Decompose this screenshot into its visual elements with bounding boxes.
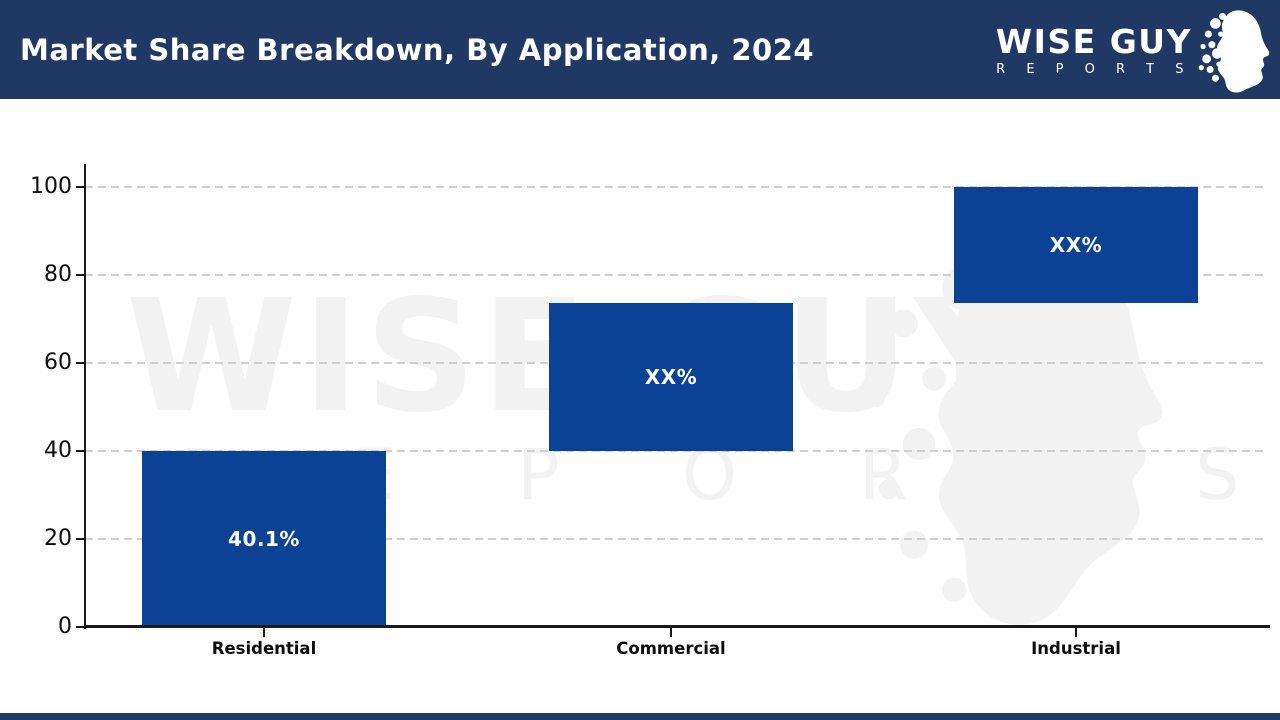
bar-industrial: XX% (954, 187, 1198, 303)
y-tick-mark-40 (76, 450, 85, 452)
bar-residential: 40.1% (142, 451, 386, 627)
x-axis-label-residential: Residential (211, 639, 317, 658)
x-axis-line (84, 625, 1270, 628)
x-tick-mark-industrial (1075, 628, 1077, 637)
header-bar: Market Share Breakdown, By Application, … (0, 0, 1280, 99)
y-tick-label-20: 20 (44, 526, 72, 551)
gridline-80 (85, 274, 1268, 276)
brand-text: WISE GUY R E P O R T S (995, 21, 1192, 77)
gridline-100 (85, 186, 1268, 188)
y-tick-label-40: 40 (44, 438, 72, 463)
footer-bar (0, 713, 1280, 720)
y-tick-mark-60 (76, 362, 85, 364)
gridline-20 (85, 538, 1268, 540)
brand-reports-text: R E P O R T S (996, 61, 1192, 77)
brand-logo: WISE GUY R E P O R T S (996, 4, 1272, 96)
gridline-40 (85, 450, 1268, 452)
bar-value-label-commercial: XX% (644, 365, 698, 389)
y-axis-line (84, 164, 86, 629)
y-tick-label-60: 60 (44, 350, 72, 375)
bar-commercial: XX% (549, 303, 793, 451)
y-tick-mark-20 (76, 538, 85, 540)
page-title: Market Share Breakdown, By Application, … (20, 32, 815, 67)
y-tick-mark-80 (76, 274, 85, 276)
x-tick-mark-commercial (670, 628, 672, 637)
y-tick-label-80: 80 (44, 262, 72, 287)
x-axis-label-industrial: Industrial (1031, 639, 1121, 658)
y-tick-mark-0 (76, 626, 85, 628)
y-tick-mark-100 (76, 186, 85, 188)
y-tick-label-0: 0 (58, 614, 72, 639)
x-axis-label-commercial: Commercial (616, 639, 726, 658)
brand-wordmark: WISE GUY (995, 21, 1192, 61)
y-tick-label-100: 100 (30, 174, 72, 199)
brand-face-icon (1198, 10, 1270, 93)
bar-value-label-residential: 40.1% (228, 527, 300, 551)
x-tick-mark-residential (263, 628, 265, 637)
bar-value-label-industrial: XX% (1049, 233, 1103, 257)
